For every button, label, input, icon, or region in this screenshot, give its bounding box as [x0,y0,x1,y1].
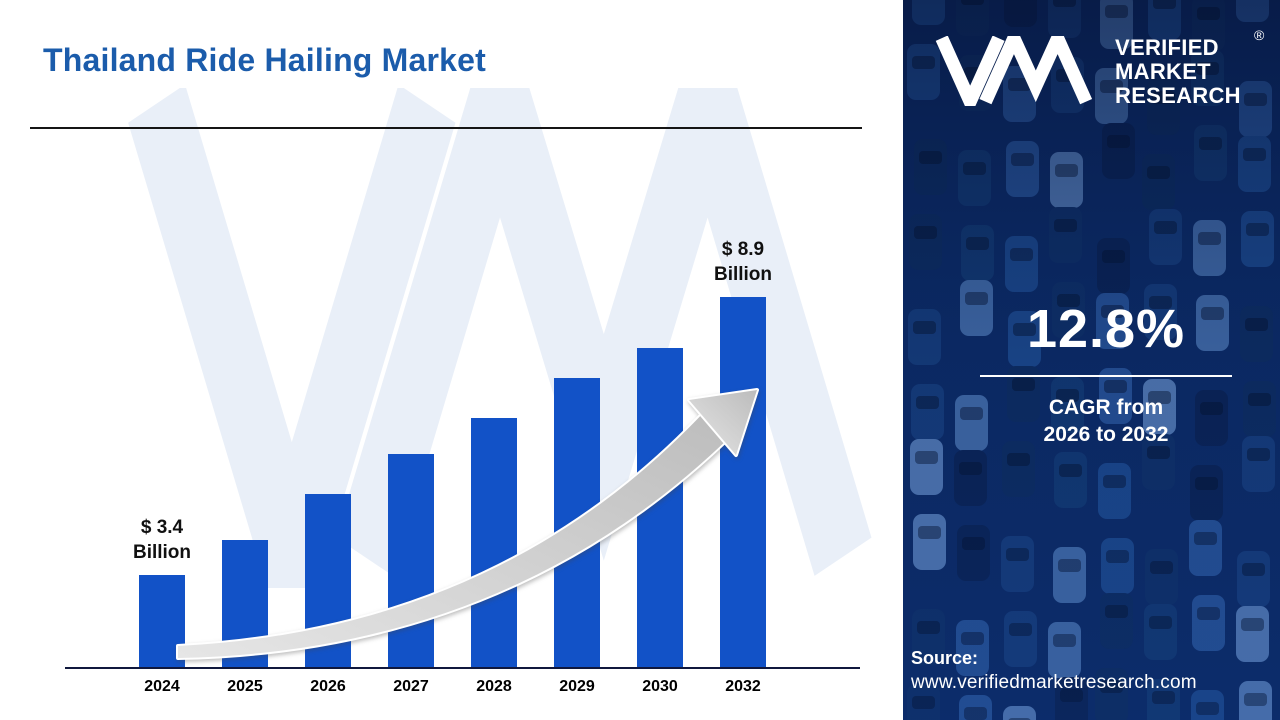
title-divider [30,127,862,129]
source-block: Source: www.verifiedmarketresearch.com [911,648,1197,694]
cagr-block: 12.8% CAGR from 2026 to 2032 [965,298,1247,448]
logo-line-3: RESEARCH [1115,83,1241,108]
cagr-value: 12.8% [1026,299,1186,359]
bar-column-2026: 2026 [305,494,351,695]
bar-column-2024: $ 3.4 Billion 2024 [133,517,191,695]
bar-value-label-2024: $ 3.4 Billion [132,517,192,563]
x-tick-2025: 2025 [227,678,263,695]
bar-column-2028: 2028 [471,418,517,695]
bar-chart: $ 3.4 Billion 2024 2025 2026 2027 2028 2029 203… [65,239,772,695]
page-title: Thailand Ride Hailing Market [43,42,487,78]
cagr-divider [980,375,1232,377]
x-axis-line [65,667,860,669]
x-tick-2030: 2030 [642,678,678,695]
chart-section: Thailand Ride Hailing Market $ 3.4 Billi… [30,42,872,695]
traffic-background [903,0,1280,720]
bar-column-2029: 2029 [554,377,600,695]
logo-line-1: VERIFIED [1115,35,1219,60]
x-tick-2024: 2024 [144,678,180,695]
cagr-caption: CAGR from 2026 to 2032 [965,394,1247,448]
vmr-logo-icon [935,36,1093,106]
bar-2028 [471,418,517,667]
logo-text: VERIFIED MARKET RESEARCH [1115,36,1241,108]
bar-2030 [637,347,683,667]
x-tick-2029: 2029 [559,678,595,695]
bar-2029 [554,377,600,667]
bar-2025 [222,539,268,667]
bar-2027 [388,453,434,667]
cagr-caption-line-2: 2026 to 2032 [1043,423,1169,446]
sidebar: VERIFIED MARKET RESEARCH ® 12.8% CAGR fr… [903,0,1280,720]
bar-value-label-2032: $ 8.9 Billion [713,239,773,285]
cagr-caption-line-1: CAGR from [1048,396,1164,419]
bar-column-2032: $ 8.9 Billion 2032 [714,239,772,695]
bar-column-2025: 2025 [222,539,268,695]
bar-column-2027: 2027 [388,453,434,695]
x-tick-2026: 2026 [310,678,346,695]
logo-line-2: MARKET [1115,59,1211,84]
source-url[interactable]: www.verifiedmarketresearch.com [911,672,1197,693]
registered-trademark: ® [1254,27,1265,43]
sidebar-content: VERIFIED MARKET RESEARCH ® 12.8% CAGR fr… [903,0,1280,720]
x-tick-2032: 2032 [725,678,761,695]
bar-column-2030: 2030 [637,347,683,695]
x-tick-2027: 2027 [393,678,429,695]
bar-2032 [720,297,766,667]
x-tick-2028: 2028 [476,678,512,695]
bar-2026 [305,494,351,667]
bar-2024 [139,575,185,667]
source-label: Source: [911,648,979,668]
